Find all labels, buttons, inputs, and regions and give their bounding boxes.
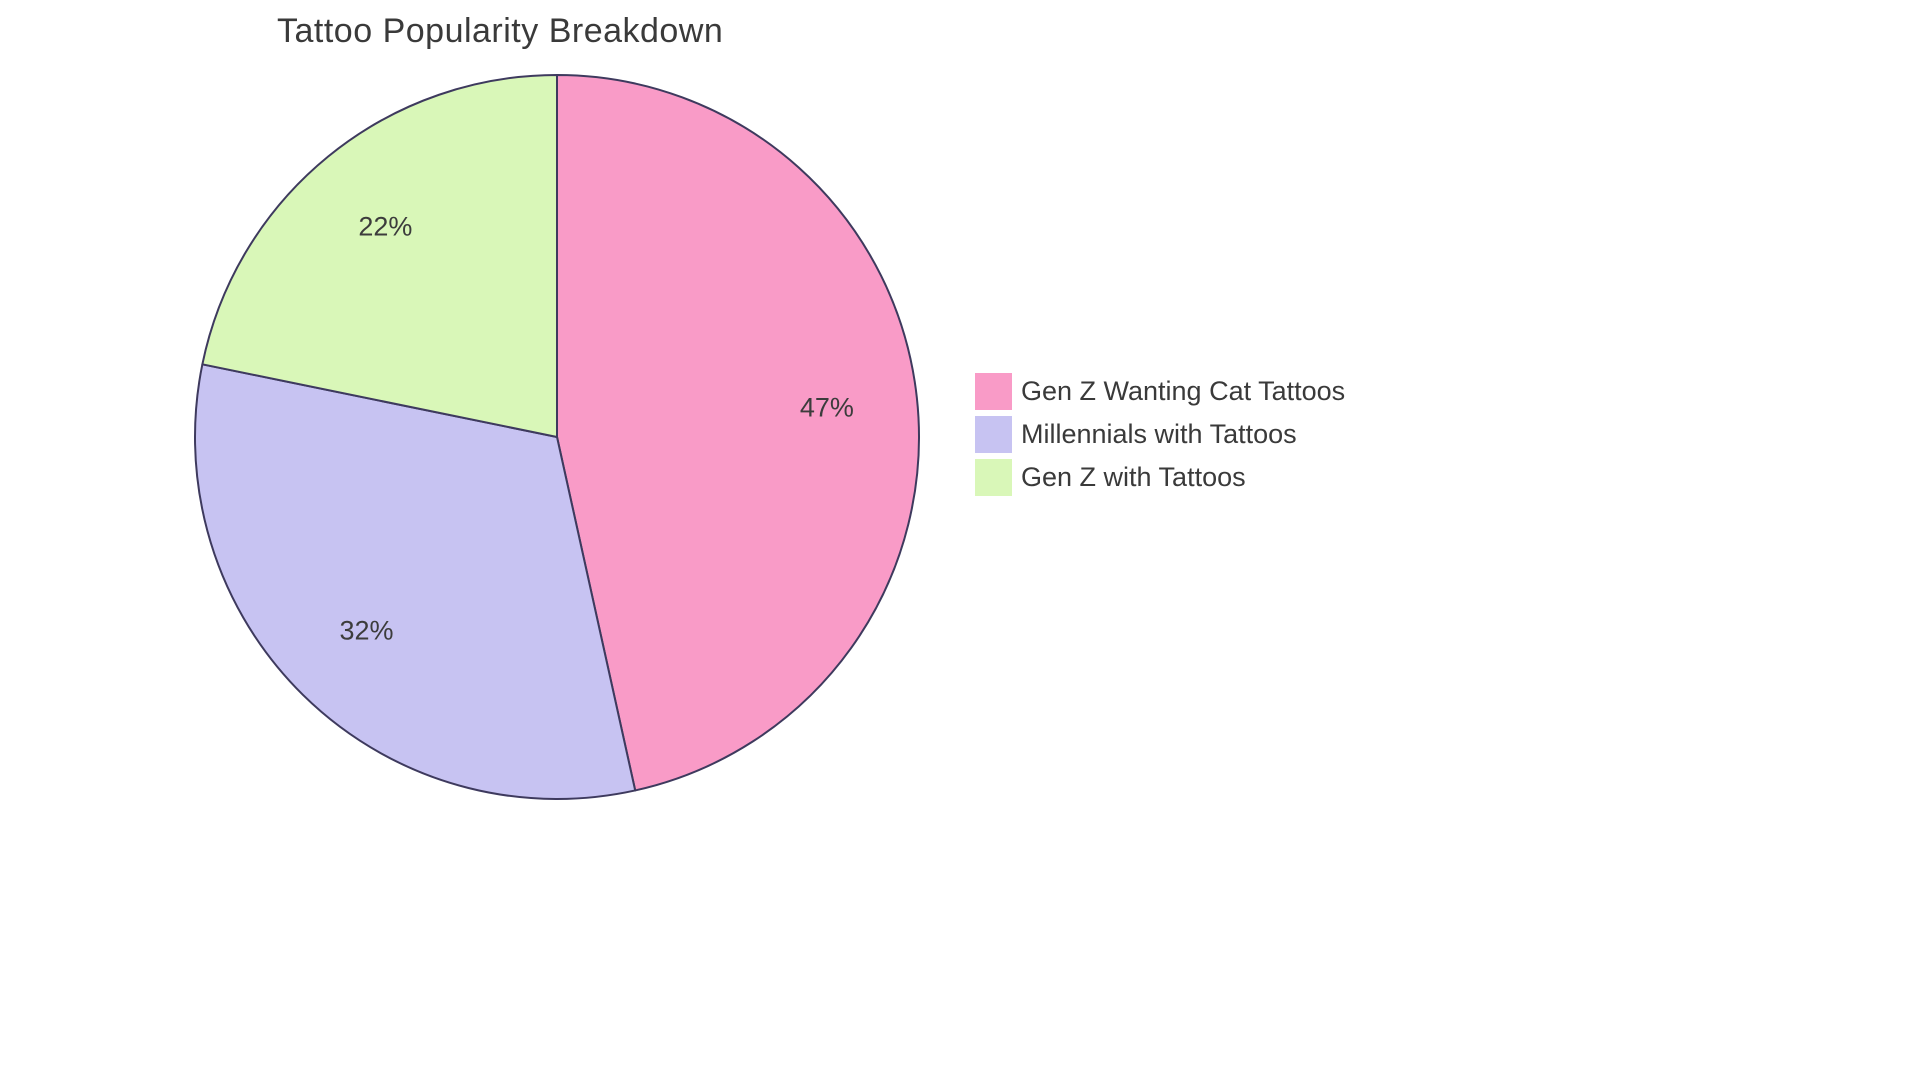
legend-label: Millennials with Tattoos <box>1021 419 1297 449</box>
legend: Gen Z Wanting Cat Tattoos Millennials wi… <box>975 373 1345 496</box>
pie-slice <box>556 74 920 792</box>
legend-item: Gen Z with Tattoos <box>975 459 1345 496</box>
legend-label: Gen Z Wanting Cat Tattoos <box>1021 376 1346 406</box>
legend-item: Gen Z Wanting Cat Tattoos <box>975 373 1345 410</box>
slice-percentage-label: 47% <box>800 393 854 423</box>
legend-swatch-pink <box>975 373 1012 410</box>
slice-percentage-label: 32% <box>339 616 393 646</box>
legend-label: Gen Z with Tattoos <box>1021 462 1246 492</box>
legend-swatch-green <box>975 459 1012 496</box>
legend-swatch-lavender <box>975 416 1012 453</box>
pie-slice <box>201 74 558 438</box>
pie-slice <box>194 363 637 800</box>
chart-title: Tattoo Popularity Breakdown <box>277 12 724 50</box>
slice-percentage-label: 22% <box>358 212 412 242</box>
legend-item: Millennials with Tattoos <box>975 416 1345 453</box>
